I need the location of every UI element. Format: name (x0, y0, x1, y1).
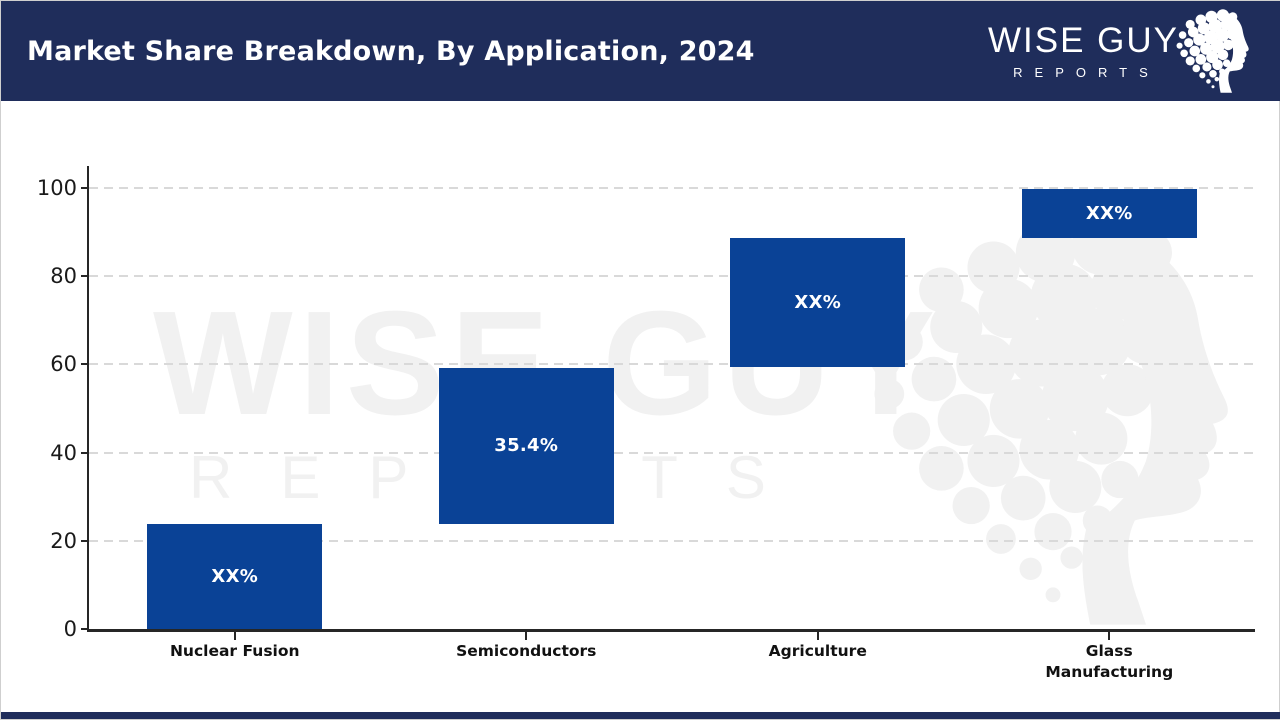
x-category-label: Agriculture (768, 642, 867, 660)
x-category-label: Nuclear Fusion (169, 642, 300, 660)
bar-agriculture: XX% (730, 237, 906, 367)
bar-value-label: 35.4% (494, 435, 559, 457)
logo-wordmark-group: WISE GUY REPORTS (988, 23, 1179, 80)
y-tick-mark (81, 539, 89, 542)
y-tick-mark (81, 628, 89, 630)
x-tick-mark (233, 632, 236, 640)
y-tick-label: 20 (50, 528, 77, 553)
gridline (89, 451, 1255, 454)
y-axis-line (87, 165, 89, 631)
bar-value-label: XX% (1085, 202, 1133, 224)
y-tick-label: 40 (50, 440, 77, 465)
x-tick-mark (816, 632, 819, 640)
bar-semiconductors: 35.4% (438, 367, 614, 525)
y-tick-mark (81, 451, 89, 454)
brand-logo: WISE GUY REPORTS (988, 9, 1251, 93)
bar-value-label: XX% (794, 291, 842, 313)
header-bar: Market Share Breakdown, By Application, … (1, 1, 1280, 101)
x-tick-mark (1108, 632, 1111, 640)
bar-nuclear-fusion: XX% (147, 524, 323, 629)
logo-subtitle: REPORTS (1013, 64, 1160, 80)
logo-head-icon (1175, 9, 1251, 93)
y-tick-label: 60 (50, 352, 77, 377)
x-category-label: Glass Manufacturing (1045, 642, 1174, 681)
bar-glass-manufacturing: XX% (1021, 188, 1197, 238)
gridline (89, 539, 1255, 542)
y-tick-mark (81, 363, 89, 366)
x-axis-line (87, 629, 1255, 632)
chart-title: Market Share Breakdown, By Application, … (27, 35, 755, 67)
bar-value-label: XX% (211, 566, 259, 587)
y-tick-label: 80 (50, 264, 77, 289)
x-tick-mark (525, 632, 528, 640)
y-tick-label: 100 (36, 176, 77, 200)
y-tick-label: 0 (63, 617, 77, 641)
gridline (89, 363, 1255, 366)
gridline (89, 187, 1255, 189)
y-tick-mark (81, 275, 89, 278)
gridline (89, 275, 1255, 278)
footer-bar (1, 712, 1280, 719)
y-tick-mark (81, 187, 89, 189)
logo-wordmark: WISE GUY (987, 20, 1179, 60)
x-category-label: Semiconductors (456, 642, 597, 660)
